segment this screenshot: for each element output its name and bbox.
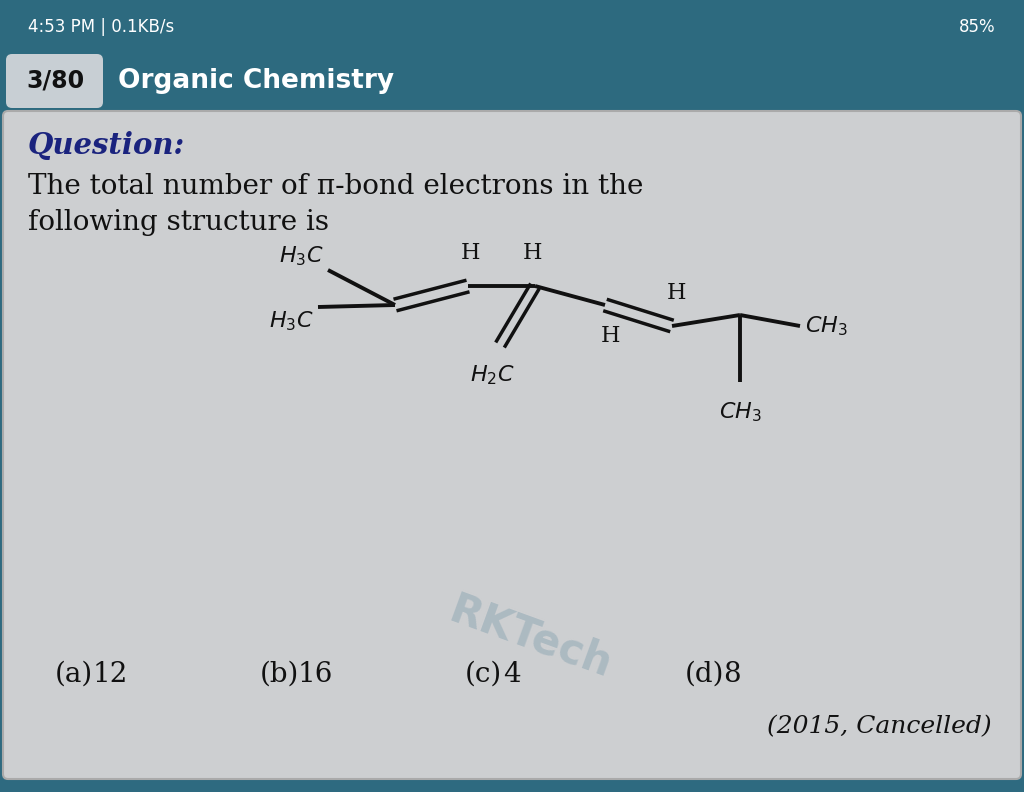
Text: Question:: Question: (28, 131, 185, 161)
Text: 12: 12 (93, 661, 128, 687)
Text: 85%: 85% (959, 18, 996, 36)
Text: $CH_3$: $CH_3$ (719, 400, 762, 424)
FancyBboxPatch shape (3, 111, 1021, 779)
Text: H: H (460, 242, 480, 264)
Text: $H_2C$: $H_2C$ (470, 363, 514, 386)
Text: $H_3C$: $H_3C$ (269, 309, 314, 333)
FancyBboxPatch shape (6, 54, 103, 108)
Text: H: H (523, 242, 543, 264)
Text: RKTech: RKTech (443, 588, 617, 686)
Text: (d): (d) (685, 661, 725, 687)
Text: Organic Chemistry: Organic Chemistry (118, 68, 394, 94)
Text: $CH_3$: $CH_3$ (805, 314, 848, 338)
Text: 8: 8 (723, 661, 740, 687)
Text: 16: 16 (298, 661, 334, 687)
Text: 4: 4 (503, 661, 520, 687)
Text: (a): (a) (55, 661, 93, 687)
Text: The total number of π-bond electrons in the: The total number of π-bond electrons in … (28, 173, 643, 200)
Text: H: H (600, 325, 620, 347)
Text: H: H (668, 282, 687, 304)
Text: $H_3C$: $H_3C$ (280, 245, 324, 268)
Text: following structure is: following structure is (28, 208, 329, 235)
Text: (c): (c) (465, 661, 502, 687)
FancyBboxPatch shape (0, 0, 1024, 112)
Text: (2015, Cancelled): (2015, Cancelled) (767, 715, 992, 738)
Text: 4:53 PM | 0.1KB/s: 4:53 PM | 0.1KB/s (28, 18, 174, 36)
Text: (b): (b) (260, 661, 299, 687)
Text: 3/80: 3/80 (26, 69, 84, 93)
